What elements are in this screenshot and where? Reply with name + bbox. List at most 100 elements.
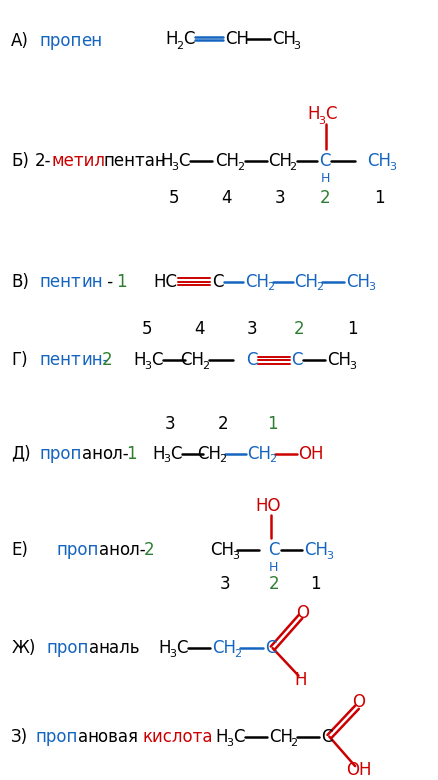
Text: Б): Б) [11, 151, 29, 169]
Text: C: C [178, 151, 190, 169]
Text: C: C [170, 445, 182, 463]
Text: ол-: ол- [102, 445, 128, 463]
Text: CH: CH [346, 272, 370, 290]
Text: 3: 3 [170, 649, 177, 659]
Text: 3: 3 [389, 161, 396, 172]
Text: C: C [152, 351, 163, 369]
Text: 2: 2 [144, 541, 154, 558]
Text: H: H [307, 105, 320, 123]
Text: 2: 2 [268, 455, 276, 464]
Text: O: O [296, 604, 309, 622]
Text: OH: OH [298, 445, 324, 463]
Text: проп: проп [46, 639, 88, 658]
Text: ин-: ин- [82, 351, 110, 369]
Text: CH: CH [245, 272, 269, 290]
Text: В): В) [11, 272, 29, 290]
Text: C: C [265, 639, 276, 658]
Text: 5: 5 [169, 189, 180, 207]
Text: 2: 2 [202, 361, 209, 371]
Text: Е): Е) [11, 541, 28, 558]
Text: C: C [319, 151, 331, 169]
Text: проп: проп [39, 445, 81, 463]
Text: ан: ан [89, 639, 110, 658]
Text: CH: CH [294, 272, 318, 290]
Text: 2: 2 [290, 738, 298, 747]
Text: проп: проп [56, 541, 99, 558]
Text: H: H [152, 445, 165, 463]
Text: ан: ан [78, 728, 99, 746]
Text: 5: 5 [142, 320, 153, 338]
Text: ен: ен [81, 32, 102, 50]
Text: 3: 3 [247, 320, 257, 338]
Text: C: C [176, 639, 188, 658]
Text: ин: ин [82, 272, 103, 290]
Text: 2: 2 [268, 576, 279, 594]
Text: H: H [320, 172, 330, 185]
Text: 1: 1 [116, 272, 126, 290]
Text: кислота: кислота [142, 728, 213, 746]
Text: H: H [215, 728, 227, 746]
Text: 3: 3 [318, 116, 325, 126]
Text: 3: 3 [171, 161, 178, 172]
Text: C: C [292, 351, 303, 369]
Text: 1: 1 [374, 189, 384, 207]
Text: 2: 2 [290, 161, 297, 172]
Text: 1: 1 [347, 320, 357, 338]
Text: 1: 1 [127, 445, 137, 463]
Text: 2: 2 [219, 455, 226, 464]
Text: 2: 2 [234, 649, 241, 659]
Text: HC: HC [153, 272, 177, 290]
Text: пент: пент [39, 272, 81, 290]
Text: 3: 3 [226, 738, 233, 747]
Text: 2: 2 [237, 161, 244, 172]
Text: метил: метил [51, 151, 105, 169]
Text: 2: 2 [102, 351, 113, 369]
Text: C: C [325, 105, 337, 123]
Text: 3: 3 [274, 189, 285, 207]
Text: OH: OH [346, 761, 372, 779]
Text: -: - [102, 272, 113, 290]
Text: Ж): Ж) [11, 639, 36, 658]
Text: 3: 3 [145, 361, 152, 371]
Text: 4: 4 [194, 320, 205, 338]
Text: 3: 3 [349, 361, 356, 371]
Text: пентан: пентан [104, 151, 166, 169]
Text: Д): Д) [11, 445, 31, 463]
Text: 2: 2 [267, 282, 274, 292]
Text: H: H [165, 30, 178, 48]
Text: CH: CH [272, 30, 296, 48]
Text: З): З) [11, 728, 28, 746]
Text: 2-: 2- [35, 151, 52, 169]
Text: H: H [268, 561, 278, 574]
Text: 1: 1 [267, 415, 278, 433]
Text: аль: аль [109, 639, 139, 658]
Text: ол-: ол- [119, 541, 145, 558]
Text: H: H [159, 639, 171, 658]
Text: проп: проп [39, 32, 81, 50]
Text: 2: 2 [294, 320, 305, 338]
Text: А): А) [11, 32, 29, 50]
Text: C: C [183, 30, 195, 48]
Text: 4: 4 [222, 189, 232, 207]
Text: H: H [134, 351, 146, 369]
Text: 3: 3 [232, 551, 239, 561]
Text: CH: CH [304, 541, 328, 558]
Text: CH: CH [197, 445, 221, 463]
Text: ан: ан [99, 541, 120, 558]
Text: C: C [246, 351, 258, 369]
Text: CH: CH [247, 445, 271, 463]
Text: CH: CH [180, 351, 204, 369]
Text: CH: CH [212, 639, 236, 658]
Text: 2: 2 [316, 282, 324, 292]
Text: CH: CH [268, 151, 292, 169]
Text: C: C [268, 541, 279, 558]
Text: проп: проп [35, 728, 78, 746]
Text: 2: 2 [218, 415, 228, 433]
Text: 3: 3 [293, 41, 300, 51]
Text: CH: CH [210, 541, 234, 558]
Text: Г): Г) [11, 351, 28, 369]
Text: 2: 2 [176, 41, 184, 51]
Text: пент: пент [39, 351, 81, 369]
Text: 3: 3 [163, 455, 170, 464]
Text: CH: CH [367, 151, 391, 169]
